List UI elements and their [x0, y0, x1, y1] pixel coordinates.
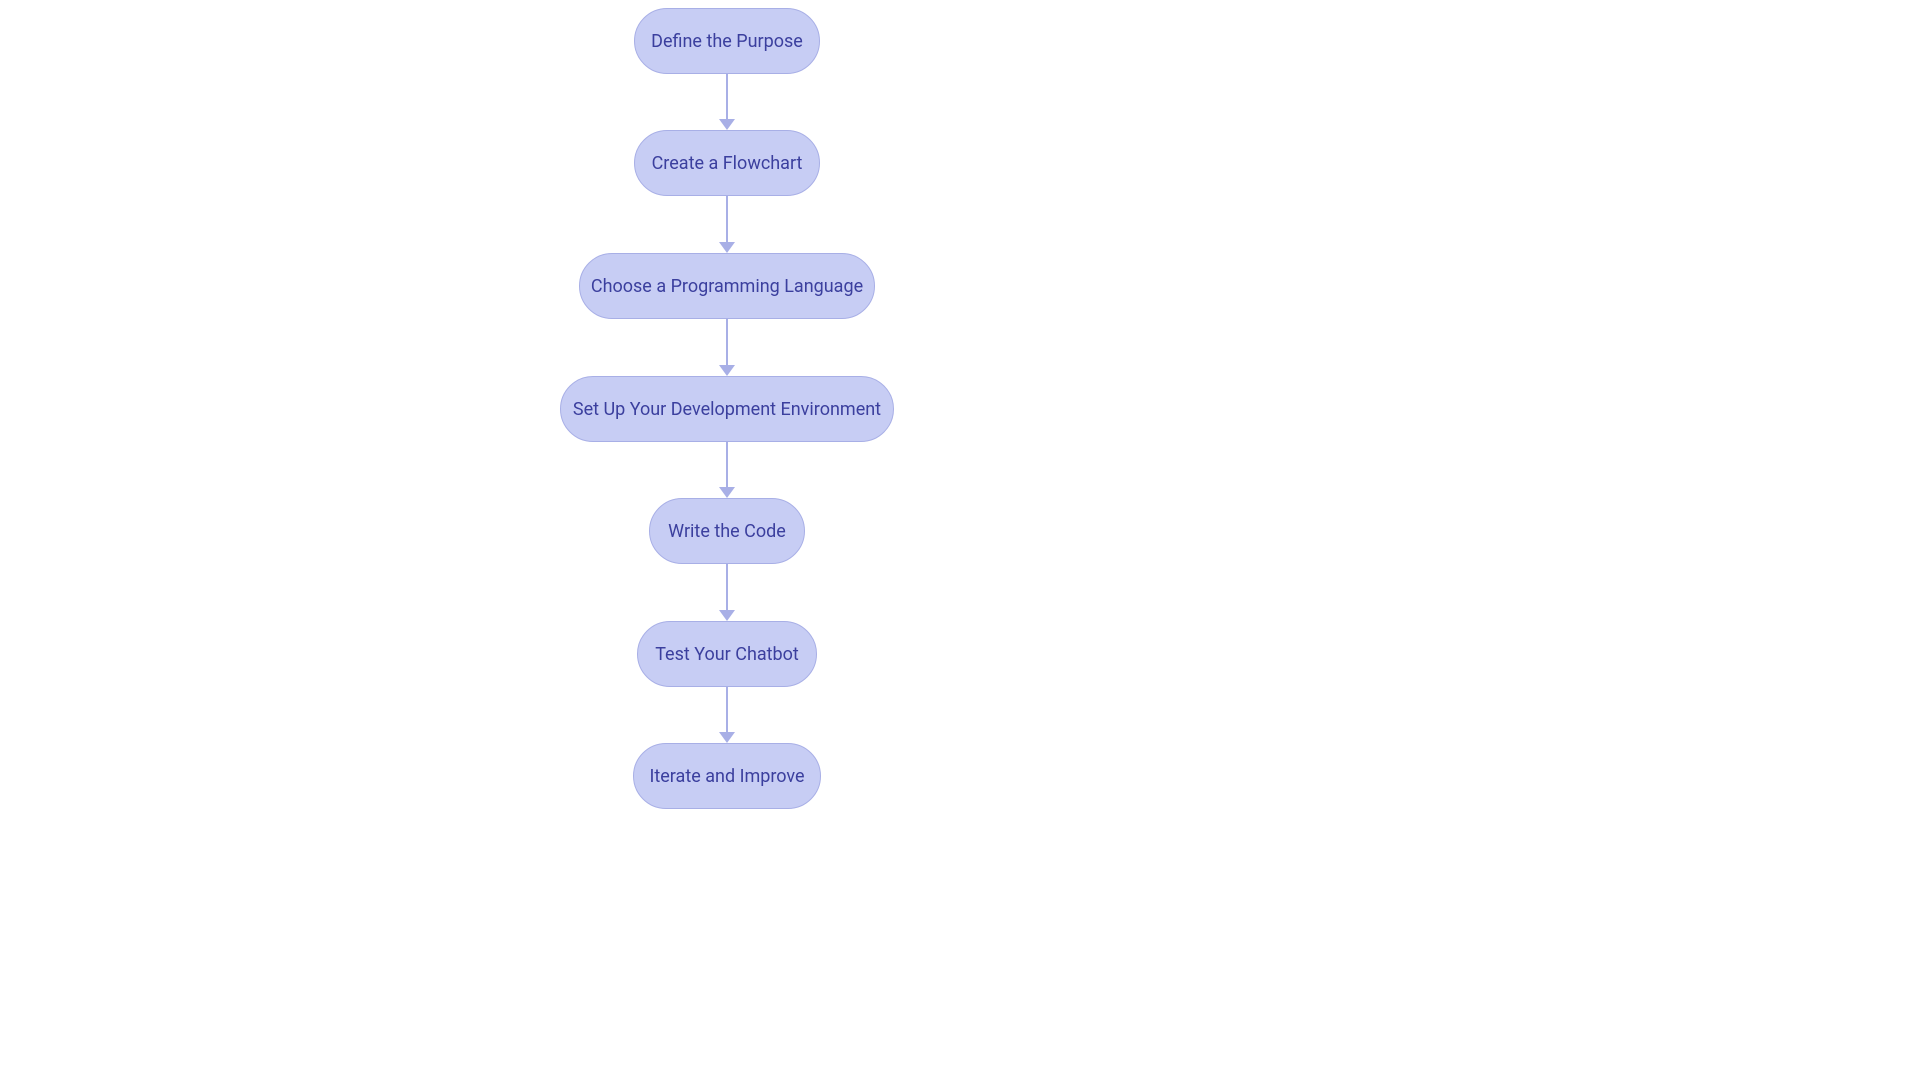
arrow-down-icon: [719, 365, 735, 376]
flowchart-node: Iterate and Improve: [633, 743, 821, 809]
flowchart-node: Set Up Your Development Environment: [560, 376, 894, 442]
flowchart-edge: [726, 442, 728, 488]
flowchart-node-label: Test Your Chatbot: [655, 644, 799, 665]
flowchart-node-label: Choose a Programming Language: [591, 276, 863, 297]
flowchart-node: Create a Flowchart: [634, 130, 820, 196]
flowchart-node: Define the Purpose: [634, 8, 820, 74]
flowchart-canvas: Define the Purpose Create a Flowchart Choo…: [0, 0, 1920, 1083]
flowchart-node: Choose a Programming Language: [579, 253, 875, 319]
flowchart-node-label: Create a Flowchart: [652, 153, 803, 174]
flowchart-node: Test Your Chatbot: [637, 621, 817, 687]
flowchart-node-label: Set Up Your Development Environment: [573, 399, 881, 420]
arrow-down-icon: [719, 487, 735, 498]
flowchart-edge: [726, 319, 728, 366]
arrow-down-icon: [719, 732, 735, 743]
arrow-down-icon: [719, 119, 735, 130]
flowchart-node: Write the Code: [649, 498, 805, 564]
arrow-down-icon: [719, 242, 735, 253]
arrow-down-icon: [719, 610, 735, 621]
flowchart-edge: [726, 74, 728, 120]
flowchart-node-label: Write the Code: [668, 521, 786, 542]
flowchart-node-label: Define the Purpose: [651, 31, 803, 52]
flowchart-node-label: Iterate and Improve: [649, 766, 804, 787]
flowchart-edge: [726, 687, 728, 733]
flowchart-edge: [726, 196, 728, 243]
flowchart-edge: [726, 564, 728, 611]
